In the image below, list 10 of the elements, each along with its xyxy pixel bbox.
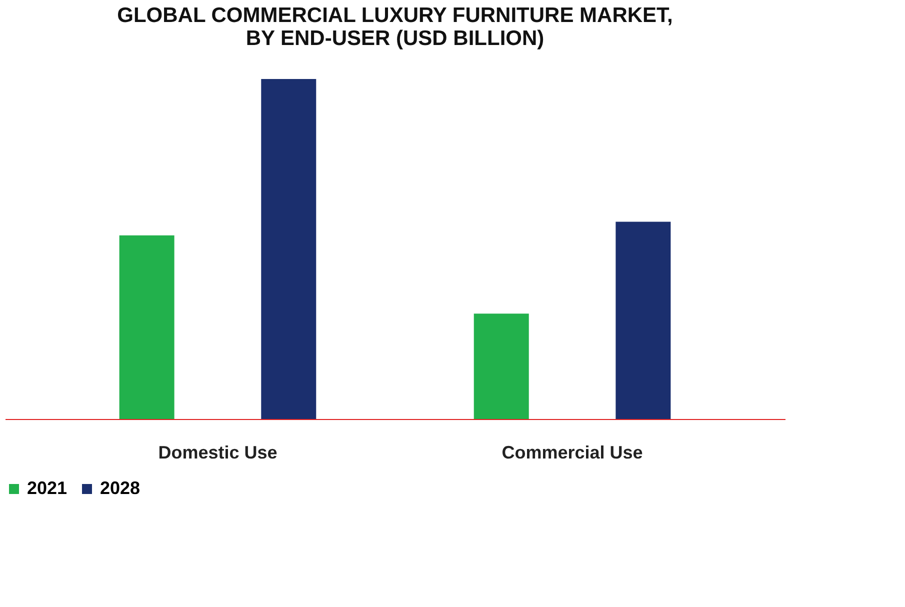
x-tick-label: Commercial Use: [502, 442, 643, 462]
legend-label: 2021: [27, 478, 68, 498]
text: GLOBAL COMMERCIAL LUXURY FURNITURE MARKET,: [117, 4, 673, 27]
text: BY END-USER (USD BILLION): [246, 27, 544, 50]
x-tick-label: Domestic Use: [158, 442, 278, 462]
bar: [119, 235, 174, 419]
bar: [261, 79, 316, 419]
legend-label: 2028: [100, 478, 140, 498]
bar: [474, 314, 529, 419]
bar: [616, 222, 671, 419]
